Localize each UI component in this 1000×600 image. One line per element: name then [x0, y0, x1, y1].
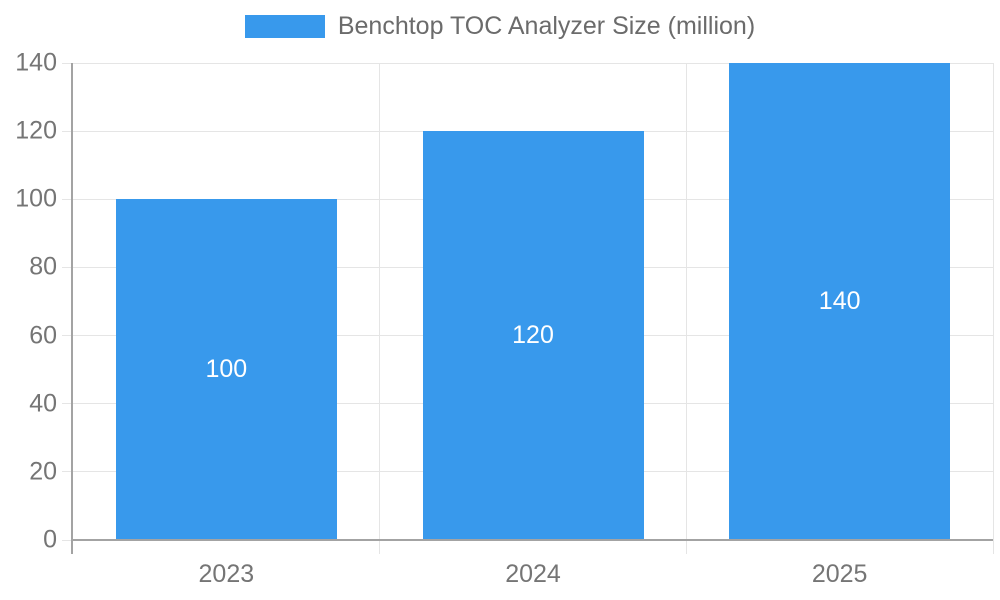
y-tick-label-60: 60 [29, 321, 57, 350]
y-tick-label-20: 20 [29, 457, 57, 486]
legend-label: Benchtop TOC Analyzer Size (million) [337, 12, 756, 40]
bar-2025[interactable]: 140 [729, 63, 951, 540]
gridline-x-boundary-1 [379, 63, 381, 554]
x-tick-label-2023: 2023 [198, 560, 255, 588]
legend[interactable]: Benchtop TOC Analyzer Size (million) [0, 14, 1000, 39]
legend-swatch-icon [244, 15, 325, 38]
bar-value-label-2024: 120 [512, 321, 554, 350]
x-axis-line [71, 539, 993, 541]
y-tick-label-80: 80 [29, 252, 57, 281]
plot-area: 100 120 140 [62, 62, 994, 554]
y-tick-label-120: 120 [15, 116, 57, 145]
gridline-y-140 [62, 62, 993, 64]
x-tick-label-2024: 2024 [505, 560, 561, 588]
bar-2024[interactable]: 120 [422, 131, 644, 540]
bar-value-label-2025: 140 [818, 287, 861, 315]
y-axis-line [71, 63, 73, 554]
gridline-y-120 [62, 130, 993, 132]
bar-2023[interactable]: 100 [115, 199, 337, 540]
bar-value-label-2023: 100 [205, 355, 248, 384]
gridline-x-boundary-2 [685, 63, 687, 554]
x-tick-label-2025: 2025 [811, 560, 868, 588]
y-tick-label-100: 100 [15, 184, 57, 213]
y-tick-label-140: 140 [15, 48, 57, 77]
y-tick-label-0: 0 [43, 525, 57, 554]
y-tick-label-40: 40 [29, 389, 57, 418]
gridline-x-boundary-3 [992, 63, 994, 554]
